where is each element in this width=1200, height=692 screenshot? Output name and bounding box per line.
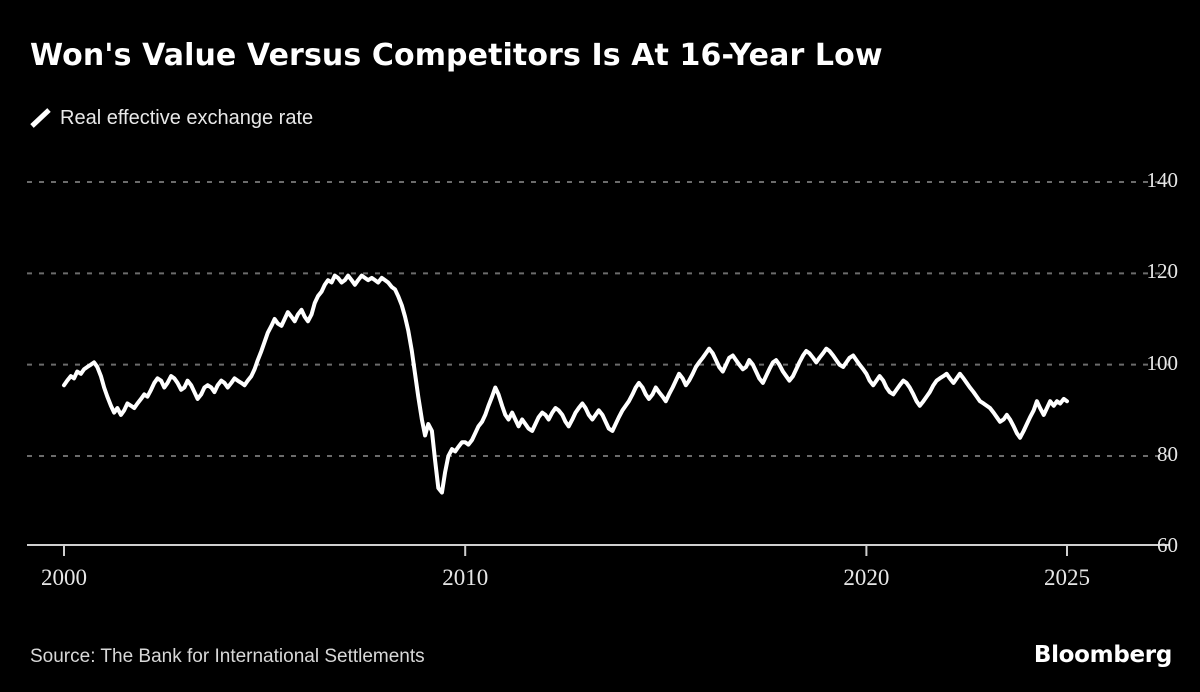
y-axis-tick-label: 60	[1157, 533, 1178, 558]
legend-label: Real effective exchange rate	[60, 106, 314, 129]
y-axis-tick-label: 120	[1146, 259, 1179, 284]
y-axis-tick-label: 140	[1146, 168, 1179, 192]
x-axis-tick-label: 2025	[1044, 565, 1090, 590]
x-axis-tick-label: 2000	[41, 565, 87, 590]
bloomberg-logo: Bloomberg	[1033, 642, 1172, 668]
diagonal-slash-icon	[28, 105, 54, 131]
x-axis-tick-label: 2020	[843, 565, 890, 590]
chart-legend: Real effective exchange rate	[28, 103, 313, 133]
chart-title: Won's Value Versus Competitors Is At 16-…	[30, 38, 883, 73]
y-axis-tick-label: 100	[1146, 350, 1179, 375]
source-note: Source: The Bank for International Settl…	[30, 646, 425, 667]
y-axis-tick-label: 80	[1157, 442, 1178, 466]
x-axis-tick-label: 2010	[442, 565, 489, 590]
